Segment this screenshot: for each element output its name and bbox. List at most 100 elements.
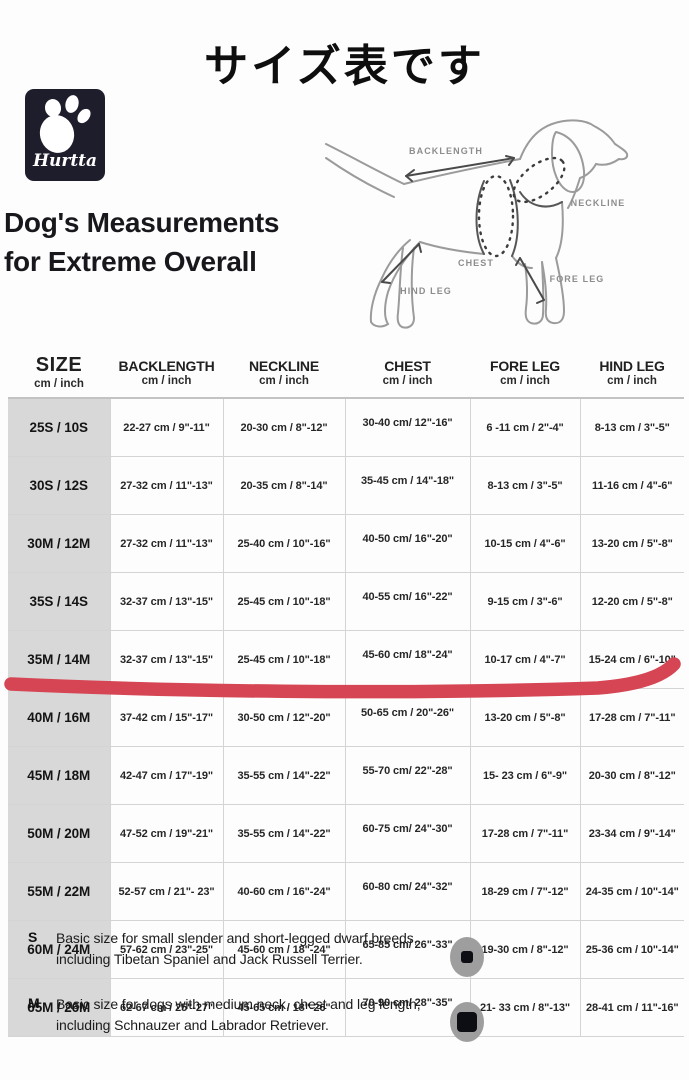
footnote-s: S Basic size for small slender and short… [28,928,448,970]
foreleg-cell: 9-15 cm / 3"-6" [469,572,580,631]
foreleg-label: FORE LEG [550,274,605,284]
chest-cell: 65-85 cm/ 26"-33" [344,920,470,979]
neckline-cell: 45-65 cm / 18"-26" [222,978,345,1037]
table-row: 60M / 24M 57-62 cm / 23"-25" 45-60 cm / … [8,920,684,979]
backlength-arrow [405,157,515,177]
backlength-cell: 52-57 cm / 21"- 23" [109,862,223,921]
paw-icon [39,95,91,153]
chest-cell: 60-80 cm/ 24"-32" [344,862,470,921]
foreleg-cell: 13-20 cm / 5"-8" [469,688,580,747]
table-row: 65M / 26M 62-67 cm / 25"-27" 45-65 cm / … [8,978,684,1037]
footnote-m: M Basic size for dogs with medium neck, … [28,994,448,1036]
column-header-backlength: BACKLENGTH cm / inch [110,352,223,399]
backlength-cell: 27-32 cm / 11"-13" [109,456,223,515]
table-row: 25S / 10S 22-27 cm / 9"-11" 20-30 cm / 8… [8,397,684,457]
column-header-neckline: NECKLINE cm / inch [223,352,345,399]
size-cell: 30M / 12M [8,514,110,573]
backlength-cell: 22-27 cm / 9"-11" [109,397,223,457]
backlength-cell: 37-42 cm / 15"-17" [109,688,223,747]
foreleg-cell: 17-28 cm / 7"-11" [469,804,580,863]
size-cell: 45M / 18M [8,746,110,805]
table-row: 30S / 12S 27-32 cm / 11"-13" 20-35 cm / … [8,456,684,515]
footnote-s-key: S [28,929,38,945]
chest-cell: 35-45 cm / 14"-18" [344,456,470,515]
heading-line-1: Dog's Measurements [4,207,280,238]
hurtta-logo: Hurtta [24,88,106,182]
hindleg-cell: 28-41 cm / 11"-16" [579,978,684,1037]
hindleg-cell: 23-34 cm / 9"-14" [579,804,684,863]
neckline-cell: 40-60 cm / 16"-24" [222,862,345,921]
logo-wordmark: Hurtta [32,151,97,171]
foreleg-cell: 6 -11 cm / 2"-4" [469,397,580,457]
size-cell: 25S / 10S [8,397,110,457]
hindleg-line [381,243,420,283]
neckline-cell: 20-35 cm / 8"-14" [222,456,345,515]
table-row: 40M / 16M 37-42 cm / 15"-17" 30-50 cm / … [8,688,684,747]
backlength-cell: 57-62 cm / 23"-25" [109,920,223,979]
column-header-foreleg: FORE LEG cm / inch [470,352,580,399]
chest-cell: 40-55 cm/ 16"-22" [344,572,470,631]
hindleg-cell: 20-30 cm / 8"-12" [579,746,684,805]
page-title-japanese: サイズ表です [204,42,485,91]
table-row: 50M / 20M 47-52 cm / 19"-21" 35-55 cm / … [8,804,684,863]
size-cell: 35M / 14M [8,630,110,689]
size-cell: 35S / 14S [8,572,110,631]
chest-cell: 50-65 cm / 20"-26" [344,688,470,747]
size-cell: 50M / 20M [8,804,110,863]
column-header-hindleg: HIND LEG cm / inch [580,352,684,399]
foreleg-cell: 8-13 cm / 3"-5" [469,456,580,515]
chest-cell: 45-60 cm/ 18"-24" [344,630,470,689]
small-square-dot-icon [447,934,487,980]
foreleg-cell: 10-15 cm / 4"-6" [469,514,580,573]
dog-measurement-diagram: BACKLENGTH NECKLINE CHEST FORE LEG HIND … [324,96,686,350]
table-row: 55M / 22M 52-57 cm / 21"- 23" 40-60 cm /… [8,862,684,921]
hindleg-label: HIND LEG [400,286,452,296]
measure-ellipses [477,156,566,258]
table-row: 45M / 18M 42-47 cm / 17"-19" 35-55 cm / … [8,746,684,805]
size-table-header: SIZE cm / inch BACKLENGTH cm / inch NECK… [8,352,684,399]
hurtta-logo-graphic: Hurtta [25,89,105,181]
large-square-dot-icon [447,999,487,1045]
hindleg-cell: 8-13 cm / 3"-5" [579,397,684,457]
chest-label: CHEST [458,258,494,268]
table-row: 35S / 14S 32-37 cm / 13"-15" 25-45 cm / … [8,572,684,631]
neckline-cell: 45-60 cm / 18"-24" [222,920,345,979]
neckline-cell: 25-45 cm / 10"-18" [222,630,345,689]
size-cell: 65M / 26M [8,978,110,1037]
chest-cell: 30-40 cm/ 12"-16" [344,397,470,457]
hindleg-cell: 13-20 cm / 5"-8" [579,514,684,573]
chest-cell: 55-70 cm/ 22"-28" [344,746,470,805]
foreleg-cell: 15- 23 cm / 6"-9" [469,746,580,805]
foreleg-cell: 19-30 cm / 8"-12" [469,920,580,979]
size-cell: 30S / 12S [8,456,110,515]
neckline-cell: 20-30 cm / 8"-12" [222,397,345,457]
neckline-cell: 25-45 cm / 10"-18" [222,572,345,631]
neckline-cell: 35-55 cm / 14"-22" [222,804,345,863]
backlength-cell: 42-47 cm / 17"-19" [109,746,223,805]
backlength-label: BACKLENGTH [409,146,483,156]
hindleg-cell: 17-28 cm / 7"-11" [579,688,684,747]
footnote-s-text: Basic size for small slender and short-l… [56,930,418,967]
footnote-m-key: M [28,995,40,1011]
neckline-cell: 35-55 cm / 14"-22" [222,746,345,805]
foreleg-cell: 18-29 cm / 7"-12" [469,862,580,921]
hindleg-cell: 12-20 cm / 5"-8" [579,572,684,631]
column-header-size: SIZE cm / inch [8,352,110,399]
backlength-cell: 62-67 cm / 25"-27" [109,978,223,1037]
backlength-cell: 27-32 cm / 11"-13" [109,514,223,573]
hindleg-cell: 24-35 cm / 10"-14" [579,862,684,921]
neckline-cell: 25-40 cm / 10"-16" [222,514,345,573]
neckline-ellipse [512,156,566,204]
foreleg-cell: 10-17 cm / 4"-7" [469,630,580,689]
harness-bands [475,179,563,257]
neckline-cell: 30-50 cm / 12"-20" [222,688,345,747]
size-cell: 40M / 16M [8,688,110,747]
backlength-cell: 47-52 cm / 19"-21" [109,804,223,863]
hindleg-cell: 25-36 cm / 10"-14" [579,920,684,979]
size-cell: 60M / 24M [8,920,110,979]
table-row: 30M / 12M 27-32 cm / 11"-13" 25-40 cm / … [8,514,684,573]
table-row: 35M / 14M 32-37 cm / 13"-15" 25-45 cm / … [8,630,684,689]
hindleg-cell: 11-16 cm / 4"-6" [579,456,684,515]
chest-ellipse [477,174,515,258]
